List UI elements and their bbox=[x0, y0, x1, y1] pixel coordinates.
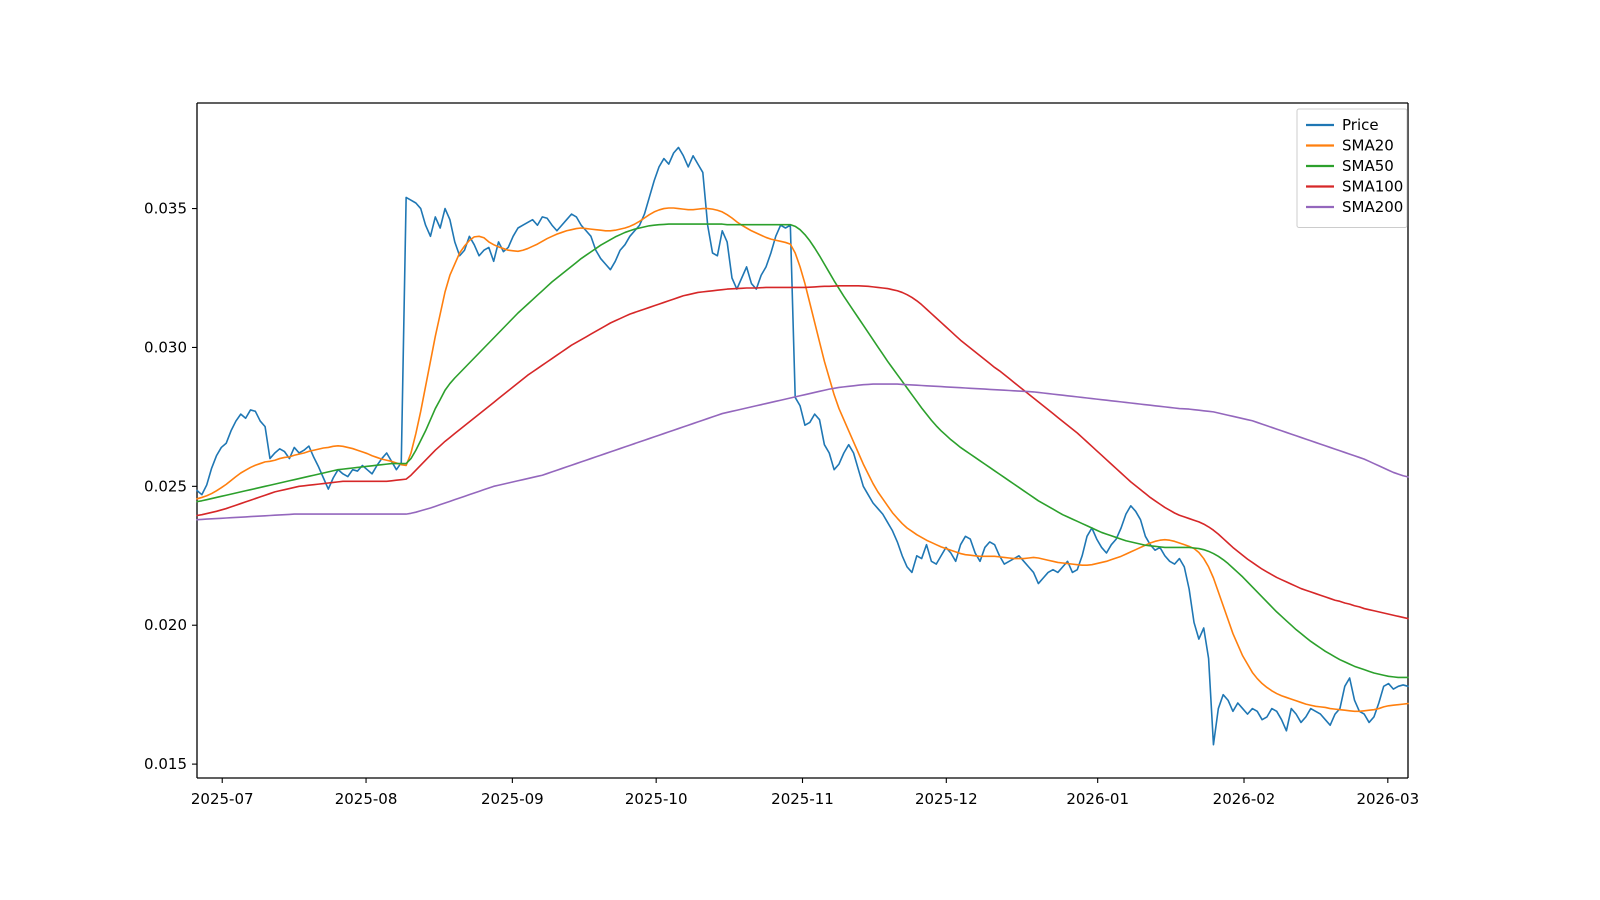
series-line-sma50 bbox=[196, 223, 1409, 679]
legend-background bbox=[1296, 108, 1408, 228]
x-tick-label: 2026-03 bbox=[1356, 790, 1419, 808]
x-tick-label: 2025-11 bbox=[771, 790, 834, 808]
y-tick-label: 0.025 bbox=[144, 477, 187, 495]
x-tick-label: 2025-09 bbox=[481, 790, 544, 808]
y-tick-label: 0.035 bbox=[144, 200, 187, 218]
x-tick-label: 2026-01 bbox=[1066, 790, 1129, 808]
data-series-group bbox=[196, 146, 1409, 746]
legend-label-sma20[interactable]: SMA20 bbox=[1342, 137, 1394, 155]
axes-background bbox=[197, 103, 1408, 778]
legend-label-price[interactable]: Price bbox=[1342, 116, 1379, 134]
x-tick-label: 2025-10 bbox=[625, 790, 688, 808]
x-tick-label: 2026-02 bbox=[1213, 790, 1276, 808]
x-axis-ticks: 2025-07 2025-08 2025-09 2025-10 2025-11 2025-… bbox=[191, 778, 1419, 808]
legend-label-sma200[interactable]: SMA200 bbox=[1342, 198, 1403, 216]
legend-label-sma100[interactable]: SMA100 bbox=[1342, 178, 1403, 196]
series-line-sma100 bbox=[196, 284, 1409, 620]
y-tick-label: 0.030 bbox=[144, 338, 187, 356]
x-tick-label: 2025-07 bbox=[191, 790, 254, 808]
legend-label-sma50[interactable]: SMA50 bbox=[1342, 157, 1394, 175]
y-tick-label: 0.015 bbox=[144, 755, 187, 773]
y-axis-ticks: 0.015 0.020 0.025 0.030 0.035 bbox=[144, 200, 197, 773]
chart-legend[interactable]: Price SMA20 SMA50 SMA100 SMA200 bbox=[1296, 108, 1408, 228]
x-tick-label: 2025-08 bbox=[335, 790, 398, 808]
y-tick-label: 0.020 bbox=[144, 616, 187, 634]
series-line-price bbox=[196, 146, 1409, 746]
x-tick-label: 2025-12 bbox=[915, 790, 978, 808]
series-line-sma200 bbox=[196, 383, 1409, 521]
